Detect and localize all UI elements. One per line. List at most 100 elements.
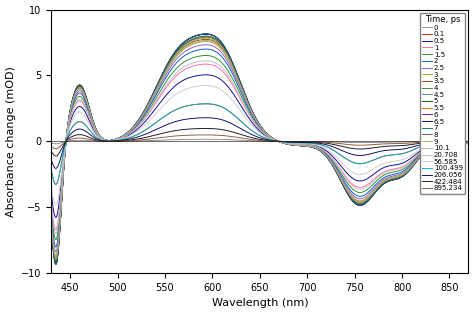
7	[156, 79, 162, 83]
Line: 0.5: 0.5	[51, 75, 468, 217]
1	[203, 62, 209, 66]
206.056	[364, 153, 370, 157]
2.5	[328, 159, 334, 163]
6.5	[465, 142, 471, 146]
8	[203, 34, 209, 38]
3	[364, 196, 370, 200]
5	[238, 83, 244, 87]
2	[364, 192, 370, 195]
8	[364, 199, 370, 203]
4.5	[48, 220, 54, 224]
10.1	[53, 255, 59, 258]
4.5	[238, 84, 244, 88]
0.1	[364, 161, 370, 165]
2.5	[48, 214, 54, 217]
20.708	[364, 185, 370, 189]
2	[156, 88, 162, 91]
3.5	[123, 133, 128, 136]
2.5	[465, 142, 471, 145]
0.5	[465, 141, 471, 145]
8	[296, 143, 301, 147]
7	[296, 144, 301, 148]
0.1	[156, 118, 162, 122]
Line: 10.1: 10.1	[51, 41, 468, 257]
422.484	[156, 132, 162, 136]
9	[123, 133, 128, 136]
56.585	[328, 151, 334, 154]
3.5	[203, 37, 209, 41]
6	[156, 79, 162, 83]
20.708	[203, 59, 209, 63]
895.234	[296, 140, 301, 143]
5	[364, 200, 370, 204]
Line: 7: 7	[51, 34, 468, 264]
0	[296, 139, 301, 143]
895.234	[156, 136, 162, 140]
8	[53, 260, 59, 263]
206.056	[156, 126, 162, 130]
4.5	[53, 260, 59, 263]
3	[465, 142, 471, 145]
20.708	[48, 201, 54, 205]
206.056	[203, 116, 209, 120]
4	[203, 35, 209, 39]
Line: 0: 0	[51, 139, 468, 144]
2	[328, 158, 334, 162]
6.5	[156, 79, 162, 83]
0.5	[364, 177, 370, 181]
206.056	[48, 158, 54, 161]
9	[53, 257, 59, 261]
2	[123, 133, 128, 137]
2	[238, 91, 244, 95]
1	[328, 155, 334, 159]
895.234	[465, 140, 471, 143]
Line: 6: 6	[51, 34, 468, 264]
5.5	[156, 79, 162, 83]
3.5	[328, 160, 334, 164]
56.585	[465, 141, 471, 144]
7	[123, 132, 128, 136]
100.499	[465, 140, 471, 144]
206.056	[53, 166, 59, 170]
7	[328, 161, 334, 165]
Line: 4: 4	[51, 37, 468, 260]
7	[364, 200, 370, 204]
0.1	[296, 141, 301, 145]
6.5	[238, 83, 244, 87]
4.5	[296, 143, 301, 147]
100.499	[328, 147, 334, 151]
100.499	[156, 118, 162, 122]
6	[465, 142, 471, 146]
Line: 5: 5	[51, 34, 468, 264]
0.5	[296, 142, 301, 146]
4	[156, 81, 162, 85]
8	[238, 84, 244, 88]
6	[53, 262, 59, 266]
3.5	[156, 82, 162, 86]
Line: 895.234: 895.234	[51, 135, 468, 149]
20.708	[465, 141, 471, 145]
6	[238, 83, 244, 87]
4	[238, 85, 244, 89]
5.5	[465, 142, 471, 146]
5	[296, 144, 301, 148]
422.484	[203, 127, 209, 130]
3	[238, 87, 244, 91]
6.5	[328, 161, 334, 165]
1	[123, 134, 128, 138]
5	[465, 142, 471, 146]
0.5	[53, 215, 59, 219]
6.5	[48, 222, 54, 225]
3	[53, 254, 59, 257]
10.1	[238, 87, 244, 90]
Line: 20.708: 20.708	[51, 61, 468, 233]
Legend: 0, 0.1, 0.5, 1, 1.5, 2, 2.5, 3, 3.5, 4, 4.5, 5, 5.5, 6, 6.5, 7, 8, 9, 10.1, 20.7: 0, 0.1, 0.5, 1, 1.5, 2, 2.5, 3, 3.5, 4, …	[420, 13, 465, 193]
2.5	[53, 250, 59, 254]
56.585	[364, 171, 370, 175]
9	[328, 160, 334, 164]
Line: 206.056: 206.056	[51, 118, 468, 168]
Line: 4.5: 4.5	[51, 36, 468, 262]
1.5	[203, 54, 209, 57]
0	[328, 140, 334, 144]
0.5	[328, 153, 334, 157]
